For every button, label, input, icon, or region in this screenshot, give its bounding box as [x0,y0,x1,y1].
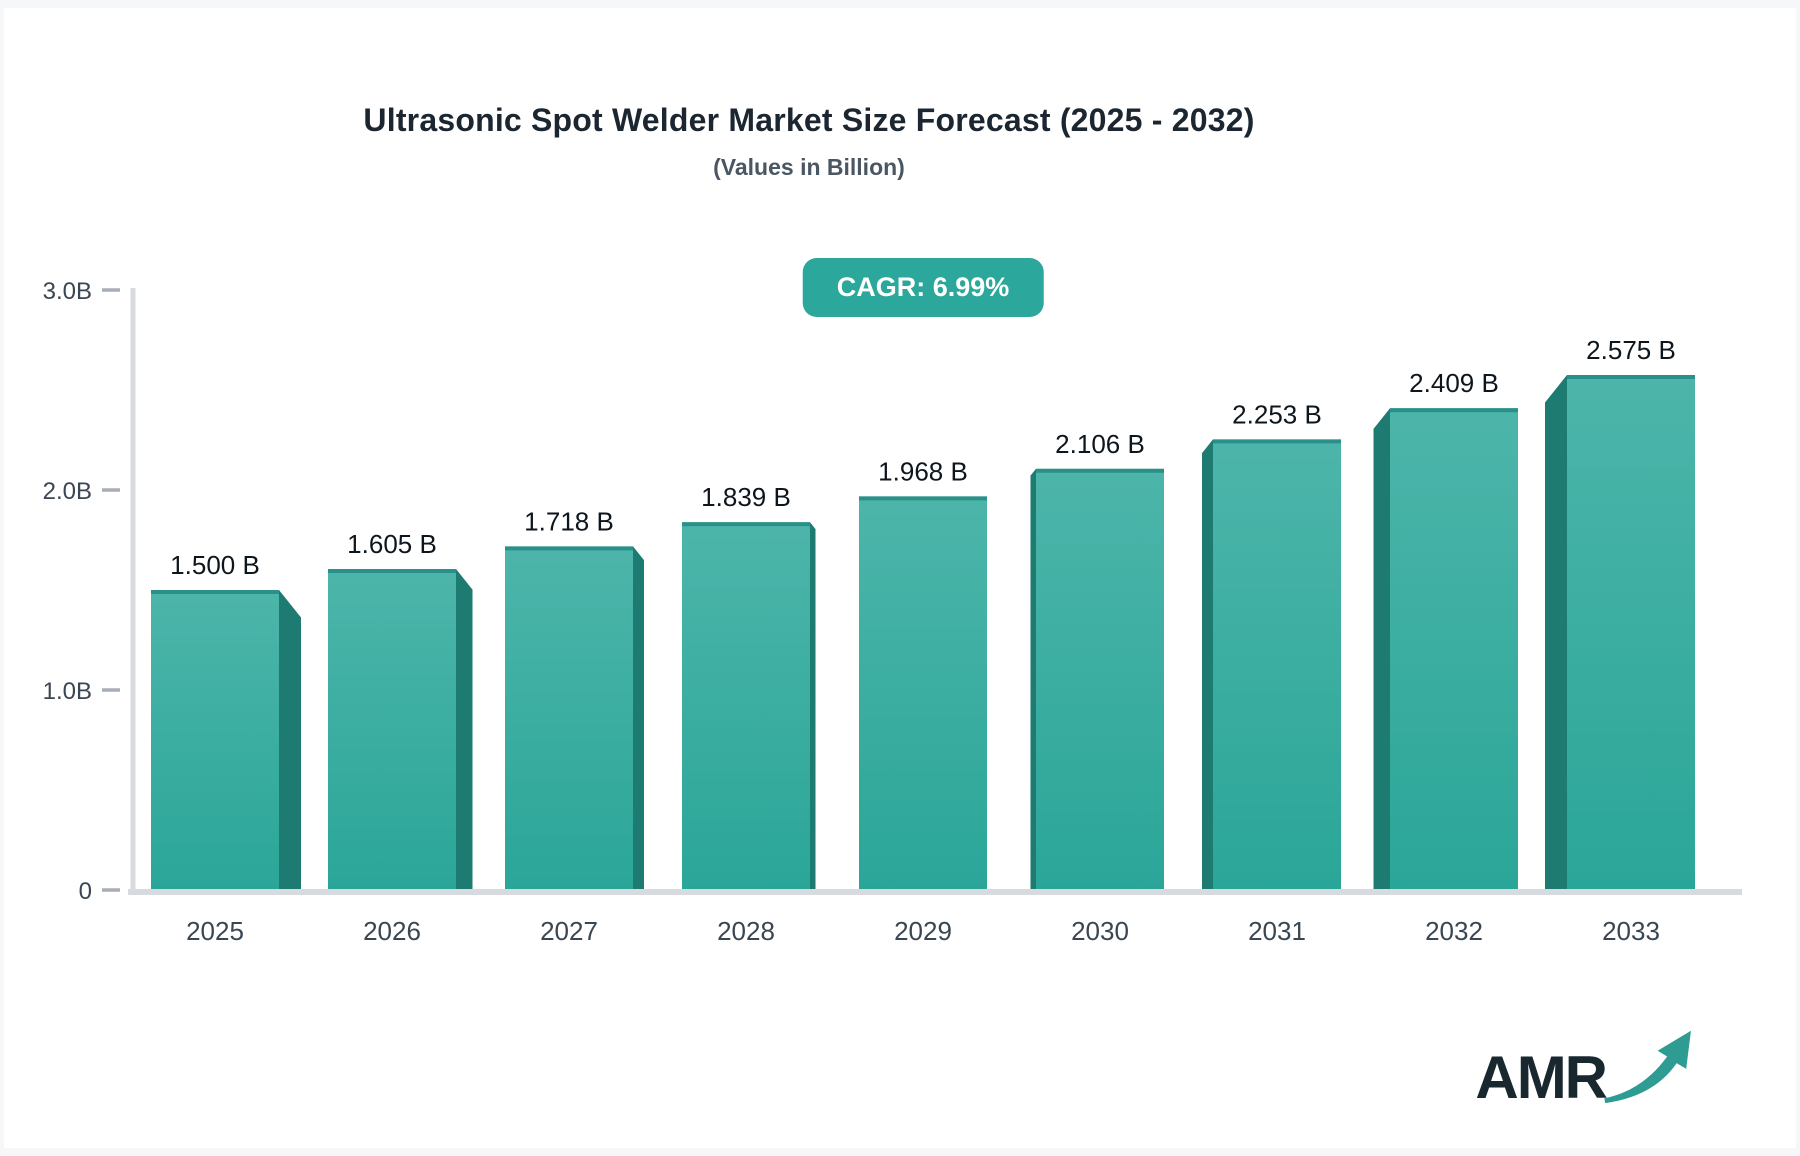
x-tick-label: 2027 [540,916,598,946]
bar-front-face [859,496,987,890]
x-tick-label: 2033 [1602,916,1660,946]
bar-group: 2.409 B 2032 [1373,368,1518,946]
bar-front-face [1213,439,1341,890]
bar-front-face [1567,375,1695,890]
bar-value-label: 2.106 B [1055,429,1145,459]
bar-side-face [456,569,473,890]
bar-front-face [1036,468,1164,890]
bar-value-label: 1.968 B [878,456,968,486]
x-tick-label: 2029 [894,916,952,946]
bar-group: 1.500 B 2025 [151,550,301,946]
bar-group: 1.718 B 2027 [505,506,644,946]
growth-arrow-icon [1604,1030,1691,1104]
bar-value-label: 1.605 B [347,529,437,559]
x-tick-label: 2031 [1248,916,1306,946]
bar-front-face [505,546,633,890]
bar-side-face [1202,439,1213,890]
y-tick-label: 0 [79,878,92,905]
x-tick-label: 2032 [1425,916,1483,946]
bar-chart: 0 1.0B 2.0B 3.0B 1.500 B 2025 1.605 B 2026 1.718… [43,278,1742,946]
bar-top-edge [1390,408,1518,413]
chart-card: Ultrasonic Spot Welder Market Size Forec… [4,8,1796,1148]
chart-subtitle: (Values in Billion) [713,154,905,180]
bar-top-edge [1213,439,1341,444]
bar-value-label: 2.409 B [1409,368,1499,398]
bar-group: 2.575 B 2033 [1545,335,1695,946]
bar-side-face [1373,408,1390,890]
bar-side-face [1545,375,1567,890]
bar-side-face [1030,468,1036,890]
bar-value-label: 1.500 B [170,550,260,580]
bar-value-label: 1.839 B [701,482,791,512]
bar-value-label: 2.575 B [1586,335,1676,365]
bar-top-edge [1567,375,1695,379]
bar-front-face [151,590,279,890]
bar-top-edge [328,569,456,573]
bar-top-edge [682,522,810,527]
bar-group: 2.253 B 2031 [1202,399,1341,946]
bar-group: 2.106 B 2030 [1030,429,1164,946]
bar-group: 1.839 B 2028 [682,482,816,946]
bar-front-face [328,569,456,890]
bar-group: 1.605 B 2026 [328,529,473,946]
amr-logo-text: AMR [1475,1044,1608,1111]
bar-value-label: 2.253 B [1232,399,1322,429]
x-tick-label: 2025 [186,916,244,946]
bar-front-face [682,522,810,890]
bar-value-label: 1.718 B [524,506,614,536]
y-tick-label: 1.0B [43,678,92,705]
bar-group: 1.968 B 2029 [859,456,987,946]
chart-title: Ultrasonic Spot Welder Market Size Forec… [363,102,1255,138]
bar-side-face [810,522,816,890]
bar-top-edge [1036,468,1164,473]
x-tick-label: 2028 [717,916,775,946]
x-tick-label: 2030 [1071,916,1129,946]
y-tick-label: 3.0B [43,278,92,305]
bar-side-face [279,590,301,890]
bar-top-edge [859,496,987,501]
bar-top-edge [151,590,279,594]
bar-front-face [1390,408,1518,890]
bar-top-edge [505,546,633,551]
amr-logo: AMR [1475,1026,1698,1108]
x-tick-label: 2026 [363,916,421,946]
y-tick-label: 2.0B [43,478,92,505]
bar-side-face [633,546,644,890]
cagr-badge: CAGR: 6.99% [802,258,1044,317]
